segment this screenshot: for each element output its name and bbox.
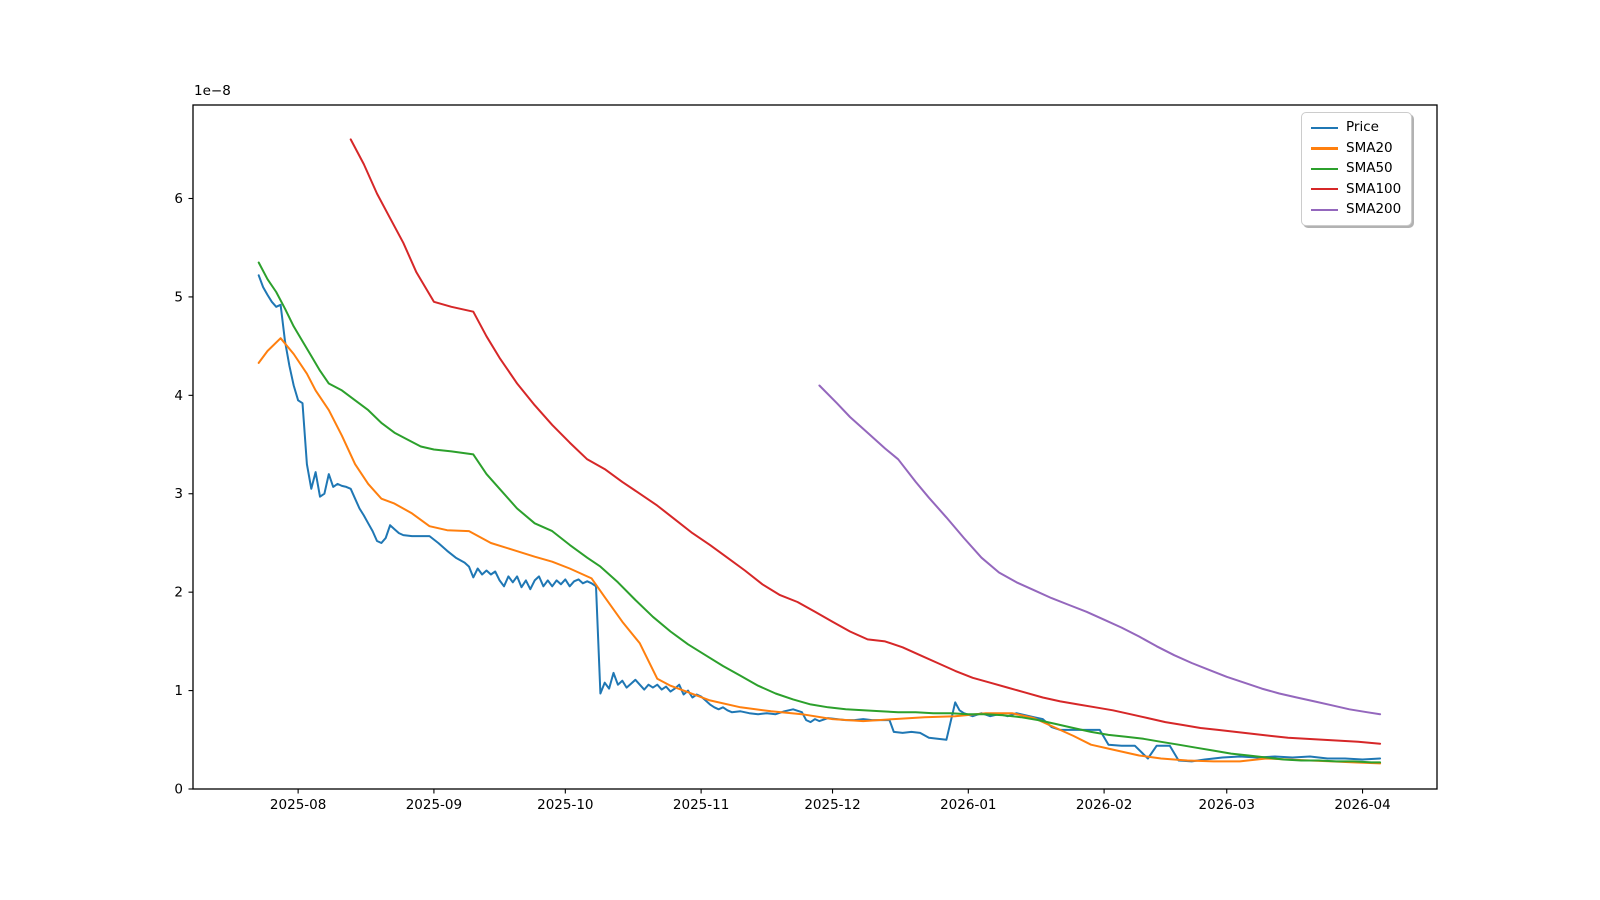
x-tick-label: 2025-11 (673, 797, 729, 813)
y-tick-label: 4 (174, 388, 183, 404)
y-tick-label: 2 (174, 585, 183, 601)
legend-entry-sma50: SMA50 (1311, 159, 1401, 179)
legend-label: SMA20 (1346, 139, 1393, 156)
y-tick-label: 1 (174, 683, 183, 699)
legend-entry-sma20: SMA20 (1311, 138, 1401, 158)
y-tick-label: 6 (174, 191, 183, 207)
series-line-sma200 (818, 384, 1382, 716)
legend-label: SMA50 (1346, 160, 1393, 177)
x-tick-label: 2025-08 (270, 797, 326, 813)
legend-line-sample (1311, 147, 1338, 150)
legend-line-sample (1311, 208, 1338, 211)
legend-label: SMA100 (1346, 180, 1402, 197)
legend-label: Price (1346, 119, 1379, 136)
series-line-sma50 (257, 261, 1382, 764)
legend-entry-sma200: SMA200 (1311, 200, 1401, 220)
x-tick-label: 2026-04 (1334, 797, 1390, 813)
legend-entry-sma100: SMA100 (1311, 179, 1401, 199)
legend-line-sample (1311, 188, 1338, 191)
y-tick-label: 3 (174, 486, 183, 502)
legend-line-sample (1311, 127, 1338, 130)
x-tick-label: 2025-10 (537, 797, 593, 813)
axes-frame (192, 104, 1438, 790)
x-tick-label: 2025-09 (406, 797, 462, 813)
legend-line-sample (1311, 167, 1338, 171)
series-line-sma20 (257, 337, 1382, 765)
x-tick-label: 2026-03 (1199, 797, 1255, 813)
legend-label: SMA200 (1346, 201, 1402, 217)
x-tick-label: 2026-01 (940, 797, 996, 813)
series-line-price (257, 274, 1382, 763)
y-tick-label: 0 (174, 782, 183, 798)
legend: Price SMA20 SMA50 SMA100 SMA200 (1301, 112, 1413, 226)
y-axis-offset-label: 1e−8 (194, 83, 231, 99)
x-tick-label: 2026-02 (1076, 797, 1132, 813)
legend-entry-price: Price (1311, 118, 1401, 138)
series-line-sma100 (349, 138, 1382, 745)
y-tick-label: 5 (174, 289, 183, 305)
x-tick-label: 2025-12 (804, 797, 860, 813)
